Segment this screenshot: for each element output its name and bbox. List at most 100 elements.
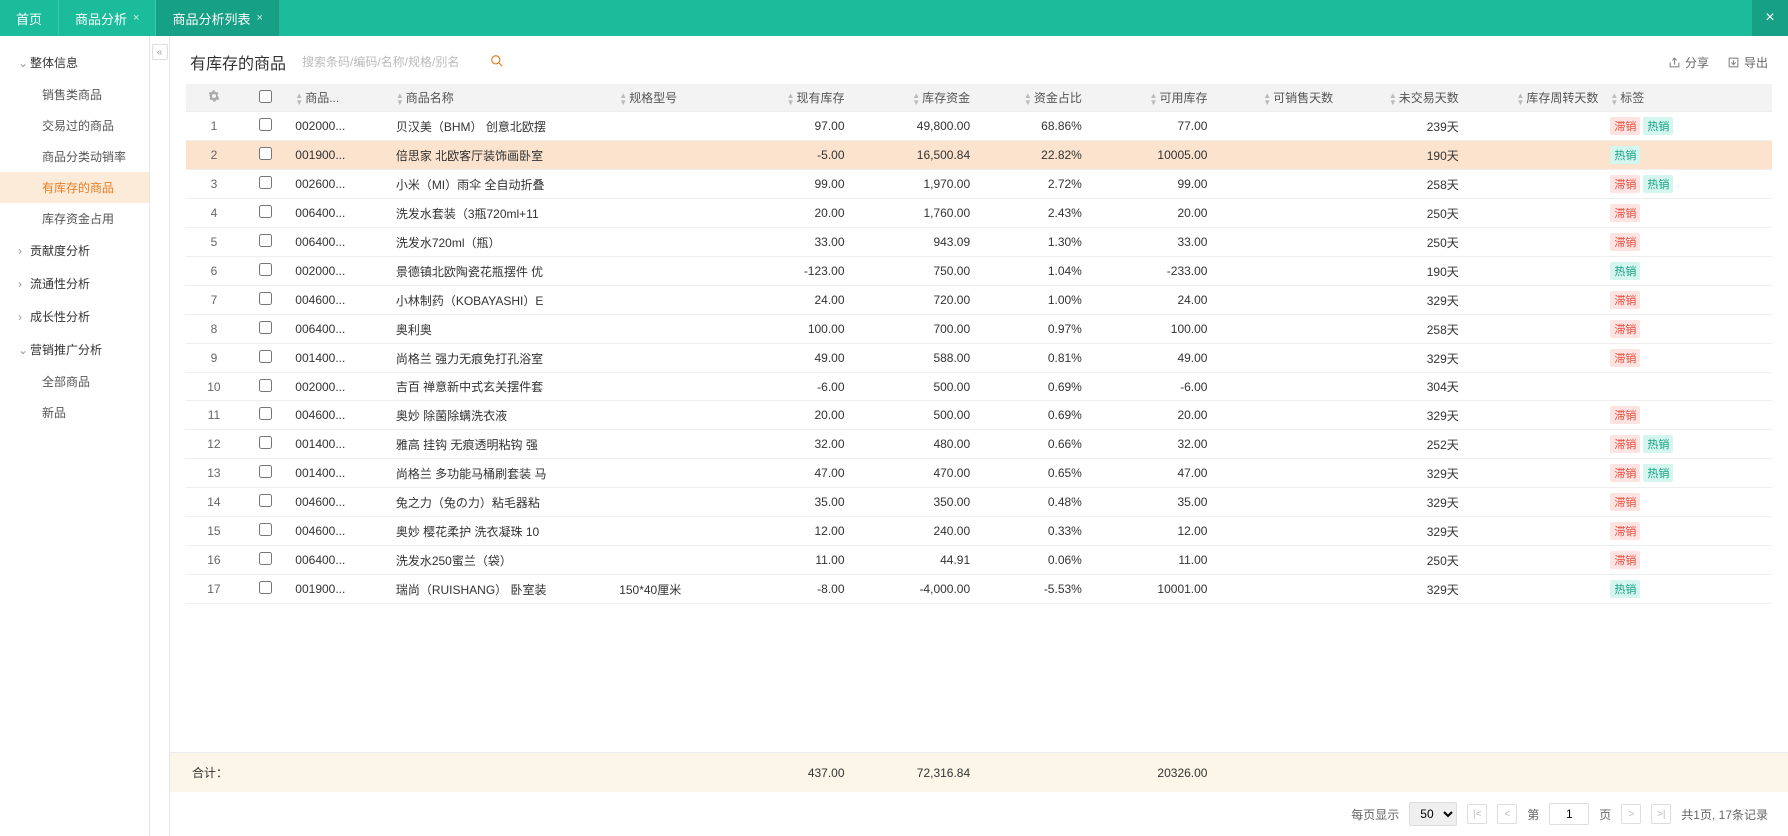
column-header-avail[interactable]: ▲▼可用库存 bbox=[1088, 84, 1214, 112]
sidebar-group-label: 整体信息 bbox=[30, 54, 78, 71]
table-row[interactable]: 1002000...贝汉美（BHM） 创意北欧摆97.0049,800.0068… bbox=[186, 112, 1772, 141]
per-page-label: 每页显示 bbox=[1351, 806, 1399, 823]
prev-page-button[interactable]: < bbox=[1497, 804, 1517, 824]
sidebar-group[interactable]: ⌄营销推广分析 bbox=[0, 333, 149, 366]
sidebar-item[interactable]: 商品分类动销率 bbox=[0, 141, 149, 172]
row-checkbox[interactable] bbox=[259, 147, 272, 160]
export-button[interactable]: 导出 bbox=[1727, 54, 1768, 71]
row-index: 5 bbox=[186, 228, 242, 257]
cell-code: 004600... bbox=[289, 488, 390, 517]
table-row[interactable]: 10002000...吉百 禅意新中式玄关摆件套-6.00500.000.69%… bbox=[186, 373, 1772, 401]
next-page-button[interactable]: > bbox=[1621, 804, 1641, 824]
row-checkbox[interactable] bbox=[259, 350, 272, 363]
close-panel-button[interactable]: × bbox=[1752, 0, 1788, 36]
row-checkbox[interactable] bbox=[259, 523, 272, 536]
gear-icon[interactable] bbox=[208, 90, 220, 102]
row-checkbox[interactable] bbox=[259, 263, 272, 276]
table-row[interactable]: 4006400...洗发水套装（3瓶720ml+1120.001,760.002… bbox=[186, 199, 1772, 228]
column-header-code[interactable]: ▲▼商品... bbox=[289, 84, 390, 112]
row-checkbox[interactable] bbox=[259, 205, 272, 218]
cell-tags: 滞销热销 bbox=[1604, 170, 1772, 199]
sidebar-item[interactable]: 销售类商品 bbox=[0, 79, 149, 110]
table-row[interactable]: 15004600...奥妙 樱花柔护 洗衣凝珠 1012.00240.000.3… bbox=[186, 517, 1772, 546]
sidebar-group[interactable]: ⌄整体信息 bbox=[0, 46, 149, 79]
table-row[interactable]: 8006400...奥利奥100.00700.000.97%100.00258天… bbox=[186, 315, 1772, 344]
last-page-button[interactable]: >| bbox=[1651, 804, 1671, 824]
tab[interactable]: 商品分析× bbox=[59, 0, 156, 36]
row-checkbox[interactable] bbox=[259, 465, 272, 478]
tab[interactable]: 首页 bbox=[0, 0, 59, 36]
table-row[interactable]: 9001400...尚格兰 强力无痕免打孔浴室49.00588.000.81%4… bbox=[186, 344, 1772, 373]
row-checkbox[interactable] bbox=[259, 436, 272, 449]
table-row[interactable]: 14004600...兔之力（兔の力）粘毛器粘35.00350.000.48%3… bbox=[186, 488, 1772, 517]
column-header-tags[interactable]: ▲▼标签 bbox=[1604, 84, 1772, 112]
page-input[interactable] bbox=[1549, 803, 1589, 825]
table-row[interactable]: 3002600...小米（MI）雨伞 全自动折叠99.001,970.002.7… bbox=[186, 170, 1772, 199]
page-header: 有库存的商品 分享 导出 bbox=[170, 36, 1788, 84]
table-scroll[interactable]: ▲▼商品...▲▼商品名称▲▼规格型号▲▼现有库存▲▼库存资金▲▼资金占比▲▼可… bbox=[170, 84, 1788, 752]
table-row[interactable]: 16006400...洗发水250蜜兰（袋）11.0044.910.06%11.… bbox=[186, 546, 1772, 575]
sort-icon: ▲▼ bbox=[1150, 92, 1158, 106]
column-header-ratio[interactable]: ▲▼资金占比 bbox=[976, 84, 1088, 112]
column-header-turnover[interactable]: ▲▼库存周转天数 bbox=[1465, 84, 1605, 112]
search-input[interactable] bbox=[300, 51, 480, 74]
sidebar-item[interactable]: 交易过的商品 bbox=[0, 110, 149, 141]
cell-name: 小米（MI）雨伞 全自动折叠 bbox=[390, 170, 613, 199]
row-checkbox[interactable] bbox=[259, 176, 272, 189]
tab[interactable]: 商品分析列表× bbox=[156, 0, 279, 36]
cell-sellable bbox=[1213, 488, 1339, 517]
row-checkbox[interactable] bbox=[259, 552, 272, 565]
column-header-name[interactable]: ▲▼商品名称 bbox=[390, 84, 613, 112]
sidebar-group[interactable]: ›流通性分析 bbox=[0, 267, 149, 300]
row-checkbox[interactable] bbox=[259, 321, 272, 334]
column-header-stock[interactable]: ▲▼现有库存 bbox=[725, 84, 851, 112]
row-checkbox[interactable] bbox=[259, 581, 272, 594]
row-checkbox[interactable] bbox=[259, 407, 272, 420]
table-row[interactable]: 7004600...小林制药（KOBAYASHI）E24.00720.001.0… bbox=[186, 286, 1772, 315]
sidebar-group[interactable]: ›贡献度分析 bbox=[0, 234, 149, 267]
column-header-sellable[interactable]: ▲▼可销售天数 bbox=[1213, 84, 1339, 112]
collapse-sidebar-button[interactable]: « bbox=[152, 44, 168, 60]
cell-stock: 35.00 bbox=[725, 488, 851, 517]
row-checkbox[interactable] bbox=[259, 292, 272, 305]
cell-ratio: 1.04% bbox=[976, 257, 1088, 286]
search-icon[interactable] bbox=[490, 54, 504, 71]
first-page-button[interactable]: |< bbox=[1467, 804, 1487, 824]
tab-close-icon[interactable]: × bbox=[256, 12, 262, 24]
table-row[interactable]: 6002000...景德镇北欧陶瓷花瓶摆件 优-123.00750.001.04… bbox=[186, 257, 1772, 286]
column-header-notrade[interactable]: ▲▼未交易天数 bbox=[1339, 84, 1465, 112]
per-page-select[interactable]: 50 bbox=[1409, 802, 1457, 826]
cell-stock: 100.00 bbox=[725, 315, 851, 344]
sidebar-group[interactable]: ›成长性分析 bbox=[0, 300, 149, 333]
column-header-spec[interactable]: ▲▼规格型号 bbox=[613, 84, 725, 112]
sidebar-item[interactable]: 新品 bbox=[0, 397, 149, 428]
row-checkbox[interactable] bbox=[259, 234, 272, 247]
table-row[interactable]: 13001400...尚格兰 多功能马桶刷套装 马47.00470.000.65… bbox=[186, 459, 1772, 488]
tag-hot: 热销 bbox=[1643, 464, 1673, 482]
row-checkbox[interactable] bbox=[259, 118, 272, 131]
data-table: ▲▼商品...▲▼商品名称▲▼规格型号▲▼现有库存▲▼库存资金▲▼资金占比▲▼可… bbox=[186, 84, 1772, 604]
cell-ratio: 68.86% bbox=[976, 112, 1088, 141]
row-index: 17 bbox=[186, 575, 242, 604]
table-row[interactable]: 11004600...奥妙 除菌除螨洗衣液20.00500.000.69%20.… bbox=[186, 401, 1772, 430]
sidebar-item[interactable]: 全部商品 bbox=[0, 366, 149, 397]
table-row[interactable]: 17001900...瑞尚（RUISHANG） 卧室装150*40厘米-8.00… bbox=[186, 575, 1772, 604]
sidebar-group-label: 贡献度分析 bbox=[30, 242, 90, 259]
export-label: 导出 bbox=[1744, 54, 1768, 71]
cell-avail: 99.00 bbox=[1088, 170, 1214, 199]
tab-close-icon[interactable]: × bbox=[133, 12, 139, 24]
cell-capital: 16,500.84 bbox=[851, 141, 977, 170]
cell-spec: 150*40厘米 bbox=[613, 575, 725, 604]
select-all-checkbox[interactable] bbox=[259, 90, 272, 103]
table-row[interactable]: 12001400...雅高 挂钩 无痕透明粘钩 强32.00480.000.66… bbox=[186, 430, 1772, 459]
header-actions: 分享 导出 bbox=[1668, 54, 1768, 71]
share-button[interactable]: 分享 bbox=[1668, 54, 1709, 71]
table-row[interactable]: 2001900...倍思家 北欧客厅装饰画卧室-5.0016,500.8422.… bbox=[186, 141, 1772, 170]
sidebar-item[interactable]: 库存资金占用 bbox=[0, 203, 149, 234]
row-checkbox[interactable] bbox=[259, 379, 272, 392]
tag-slow: 滞销 bbox=[1610, 522, 1640, 540]
column-header-capital[interactable]: ▲▼库存资金 bbox=[851, 84, 977, 112]
table-row[interactable]: 5006400...洗发水720ml（瓶）33.00943.091.30%33.… bbox=[186, 228, 1772, 257]
row-checkbox[interactable] bbox=[259, 494, 272, 507]
sidebar-item[interactable]: 有库存的商品 bbox=[0, 172, 149, 203]
